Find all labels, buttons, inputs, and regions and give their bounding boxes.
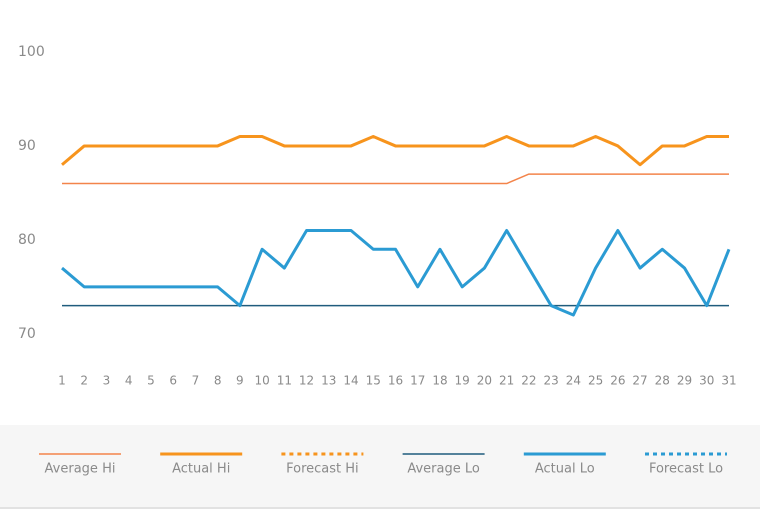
x-tick-label: 10 [254, 374, 269, 388]
y-tick-label: 90 [18, 138, 36, 154]
legend-label: Forecast Hi [286, 462, 359, 477]
x-tick-label: 8 [214, 374, 222, 388]
y-tick-label: 100 [18, 44, 45, 60]
x-tick-label: 25 [588, 374, 603, 388]
x-tick-label: 3 [103, 374, 111, 388]
x-tick-label: 9 [236, 374, 244, 388]
x-tick-label: 21 [499, 374, 514, 388]
legend-label: Actual Lo [535, 462, 595, 477]
series-line [61, 135, 729, 167]
legend-label: Forecast Lo [649, 462, 723, 477]
x-tick-label: 30 [699, 374, 714, 388]
x-tick-label: 11 [277, 374, 292, 388]
x-tick-label: 7 [192, 374, 200, 388]
x-tick-label: 14 [343, 374, 358, 388]
x-tick-label: 5 [147, 374, 155, 388]
x-tick-label: 4 [125, 374, 133, 388]
x-tick-label: 26 [610, 374, 625, 388]
y-tick-label: 70 [18, 326, 36, 342]
x-tick-label: 18 [432, 374, 447, 388]
x-tick-label: 28 [655, 374, 670, 388]
x-tick-label: 17 [410, 374, 425, 388]
legend-label: Average Hi [45, 462, 116, 477]
x-tick-label: 15 [366, 374, 381, 388]
series-line [62, 173, 729, 185]
series-line [61, 228, 731, 317]
x-tick-label: 19 [455, 374, 470, 388]
x-tick-label: 13 [321, 374, 336, 388]
x-tick-label: 31 [721, 374, 736, 388]
legend-label: Actual Hi [172, 462, 230, 477]
legend-background [0, 425, 760, 508]
x-tick-label: 12 [299, 374, 314, 388]
x-tick-label: 29 [677, 374, 692, 388]
x-tick-label: 20 [477, 374, 492, 388]
x-tick-label: 6 [169, 374, 177, 388]
x-tick-label: 1 [58, 374, 66, 388]
x-tick-label: 22 [521, 374, 536, 388]
x-tick-label: 2 [80, 374, 88, 388]
y-tick-label: 80 [18, 232, 36, 248]
legend-label: Average Lo [407, 462, 480, 477]
x-tick-label: 24 [566, 374, 581, 388]
x-tick-label: 23 [543, 374, 558, 388]
x-tick-label: 16 [388, 374, 403, 388]
x-tick-label: 27 [632, 374, 647, 388]
